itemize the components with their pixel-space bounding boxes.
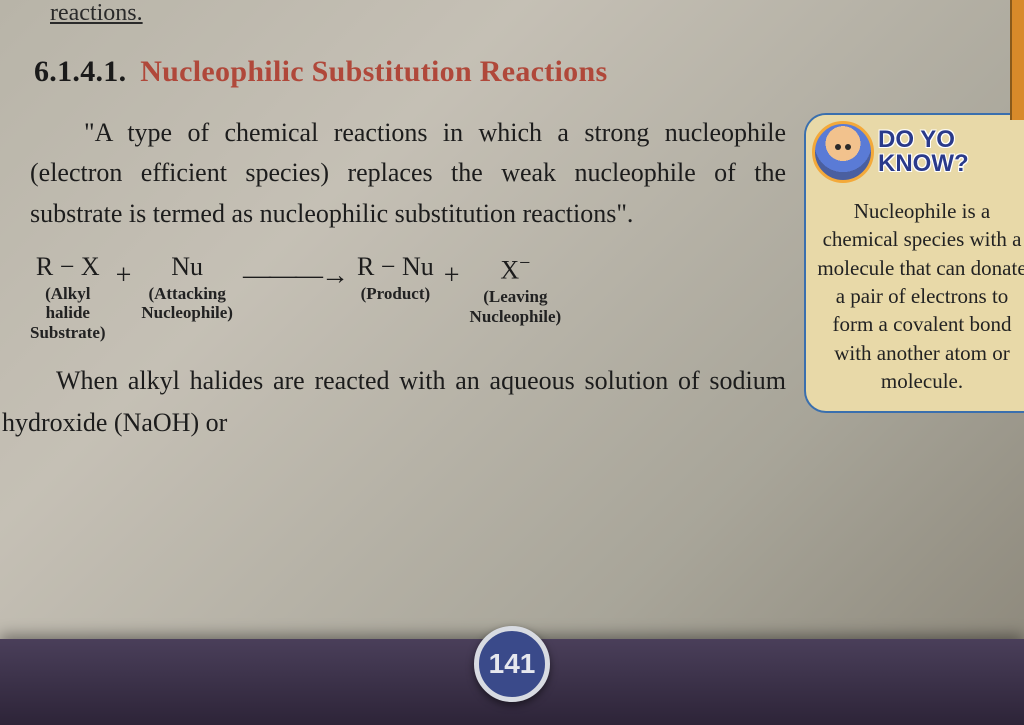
section-heading: 6.1.4.1. Nucleophilic Substitution React… <box>34 55 1024 89</box>
eq-plus-2: + <box>444 252 460 297</box>
section-title: Nucleophilic Substitution Reactions <box>140 55 607 88</box>
main-column: "A type of chemical reactions in which a… <box>30 113 786 444</box>
footer-bar: 141 <box>0 639 1024 725</box>
eq-nucleophile-formula: Nu <box>171 252 203 282</box>
eq-substrate-formula: R − X <box>36 252 100 282</box>
definition-text: "A type of chemical reactions in which a… <box>30 118 786 228</box>
continuation-text: When alkyl halides are reacted with an a… <box>2 366 786 437</box>
eq-nucleophile-label: (Attacking Nucleophile) <box>141 284 233 323</box>
eq-substrate: R − X (Alkyl halide Substrate) <box>30 252 106 343</box>
eq-nucleophile: Nu (Attacking Nucleophile) <box>141 252 233 323</box>
eq-product: R − Nu (Product) <box>357 252 434 303</box>
page-edge-tab <box>1010 0 1024 120</box>
textbook-page: reactions. 6.1.4.1. Nucleophilic Substit… <box>0 0 1024 725</box>
page-number-badge: 141 <box>474 626 550 702</box>
eq-product-formula: R − Nu <box>357 252 434 282</box>
definition-paragraph: "A type of chemical reactions in which a… <box>30 113 786 234</box>
eq-product-label: (Product) <box>361 284 431 304</box>
eq-plus-1: + <box>116 252 132 297</box>
mascot-icon <box>812 121 874 183</box>
prev-line-fragment: reactions. <box>50 0 1024 27</box>
eq-leaving-formula: X− <box>500 252 530 286</box>
eq-leaving-group: X− (Leaving Nucleophile) <box>470 252 562 327</box>
content-row: "A type of chemical reactions in which a… <box>30 113 1024 444</box>
eq-leaving-label: (Leaving Nucleophile) <box>470 287 562 326</box>
section-number: 6.1.4.1. <box>34 55 126 88</box>
eq-leaving-symbol: X <box>500 256 519 285</box>
do-you-know-box: DO YO KNOW? Nucleophile is a chemical sp… <box>804 113 1024 413</box>
badge-line-2: KNOW? <box>878 152 969 176</box>
do-you-know-badge: DO YO KNOW? <box>878 128 969 176</box>
sidebox-body: Nucleophile is a chemical species with a… <box>806 187 1024 395</box>
eq-substrate-label: (Alkyl halide Substrate) <box>30 284 106 343</box>
continuation-paragraph: When alkyl halides are reacted with an a… <box>2 360 786 443</box>
eq-leaving-charge: − <box>519 252 530 274</box>
eq-arrow: ———→ <box>243 252 347 297</box>
badge-line-1: DO YO <box>878 128 969 152</box>
sidebox-header: DO YO KNOW? <box>806 115 1024 187</box>
reaction-equation: R − X (Alkyl halide Substrate) + Nu (Att… <box>30 252 786 343</box>
